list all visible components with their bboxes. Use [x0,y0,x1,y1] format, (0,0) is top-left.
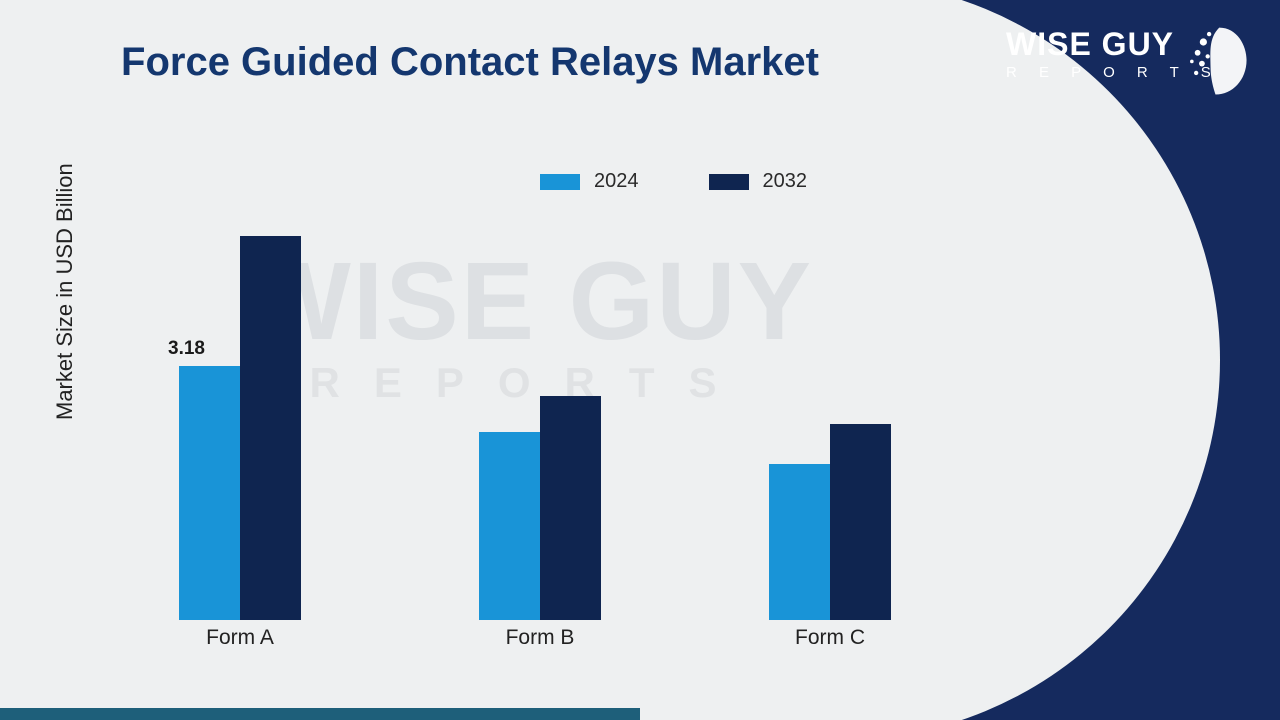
y-axis-label: Market Size in USD Billion [52,163,78,420]
legend-item-2024: 2024 [540,170,639,193]
plot-area: Form A Form B Form C 3.18 [110,220,920,650]
bar-2032 [830,424,891,620]
bar-2024 [769,464,830,620]
value-label: 3.18 [168,338,205,360]
category-label: Form B [465,626,615,650]
legend-label-2032: 2032 [763,170,808,193]
legend-swatch-2032 [709,174,749,190]
bar-group [165,236,315,620]
bar-2024 [479,432,540,620]
brand-logo: WISE GUY R E P O R T S [1006,28,1246,81]
bar-group [465,396,615,620]
bar-2032 [540,396,601,620]
logo-head-icon [1176,24,1248,96]
legend: 2024 2032 [540,170,807,193]
bar-2032 [240,236,301,620]
legend-label-2024: 2024 [594,170,639,193]
bar-2024 [179,366,240,620]
legend-item-2032: 2032 [709,170,808,193]
chart-canvas: WISE GUY R E P O R T S Force Guided Cont… [0,0,1280,720]
bar-group [755,424,905,620]
bottom-strip [0,708,640,720]
legend-swatch-2024 [540,174,580,190]
category-label: Form A [165,626,315,650]
category-label: Form C [755,626,905,650]
chart-title: Force Guided Contact Relays Market [60,40,880,85]
